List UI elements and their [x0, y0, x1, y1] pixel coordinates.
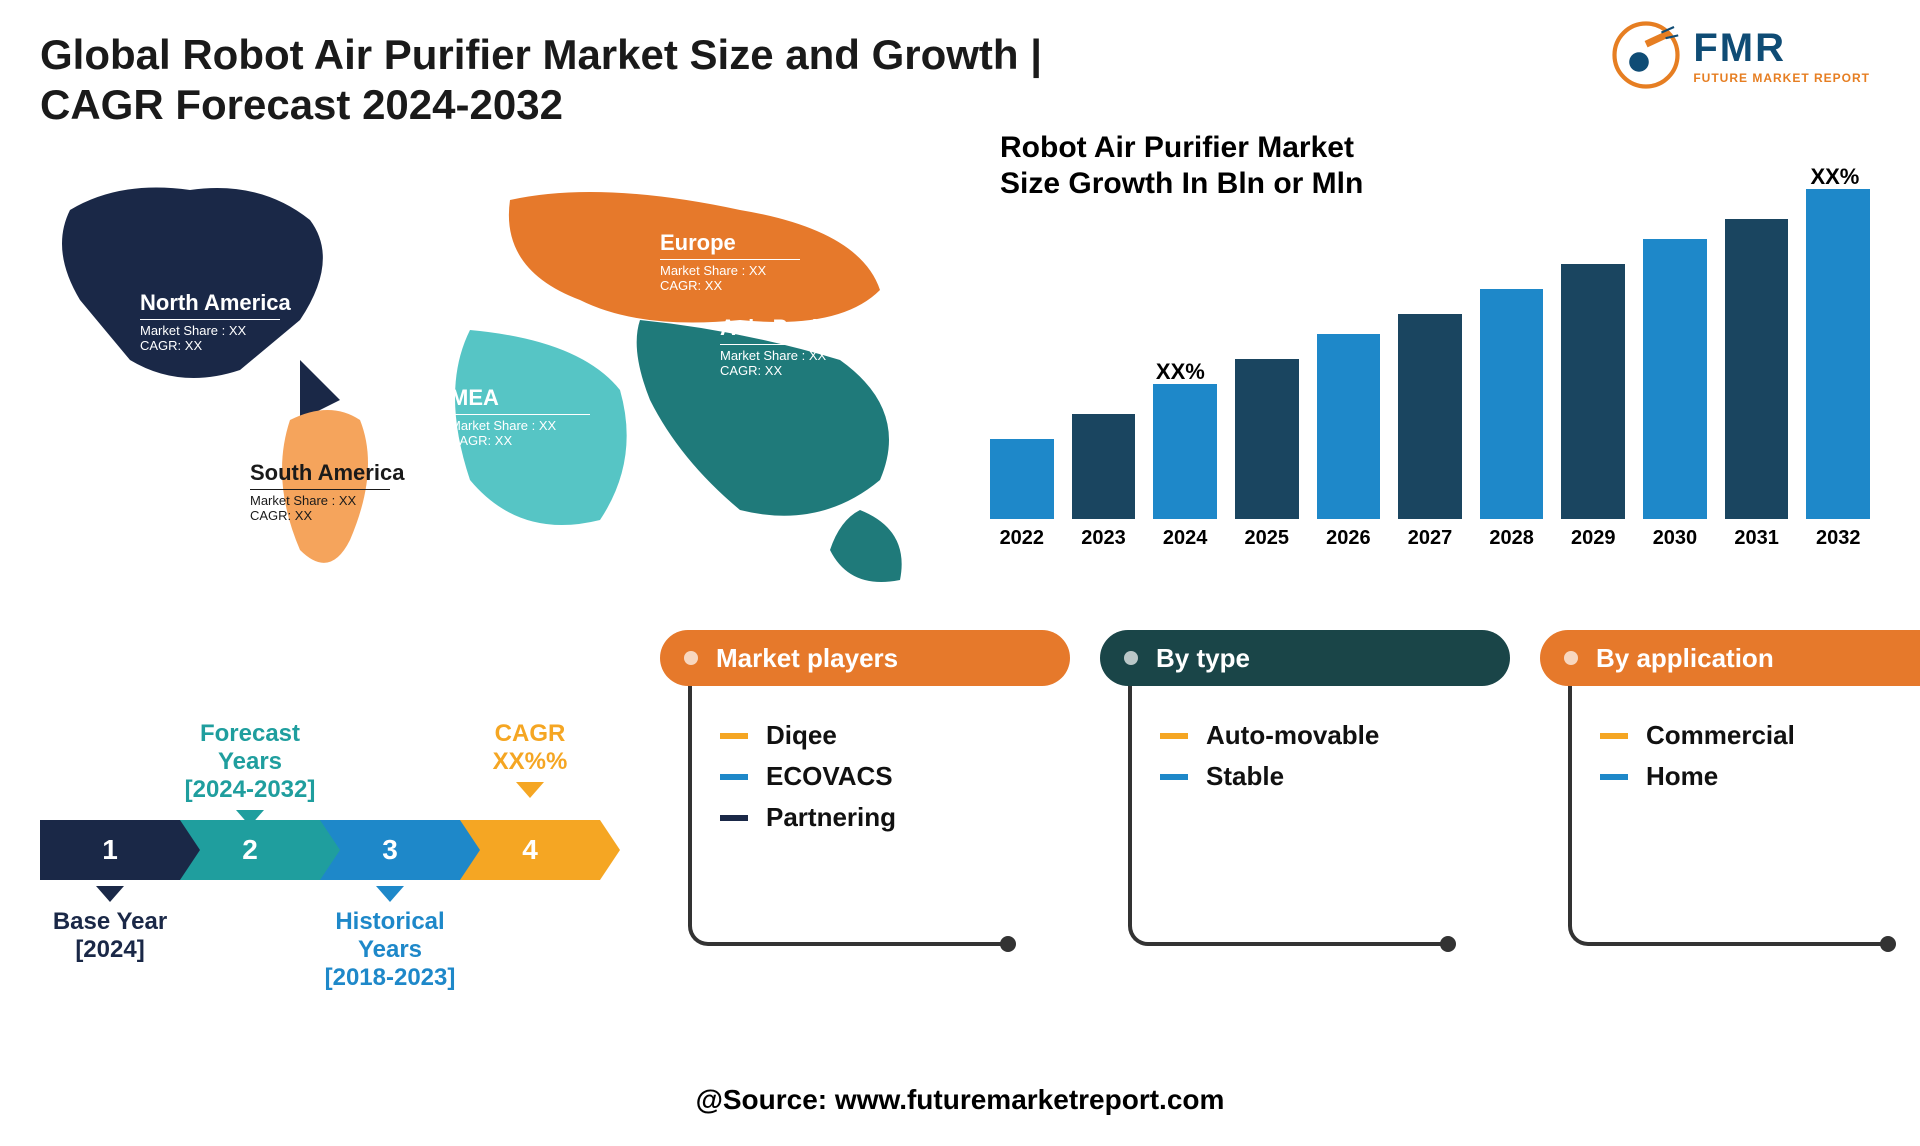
bar-2032: 2032	[1806, 189, 1870, 550]
chart-annotation: XX%	[1810, 164, 1859, 190]
telescope-icon	[1611, 20, 1681, 90]
timeline-seg-1: 1	[40, 820, 180, 880]
bar-2024: 2024	[1153, 384, 1217, 550]
logo-text-sub: FUTURE MARKET REPORT	[1693, 71, 1870, 85]
bar-2025: 2025	[1235, 359, 1299, 550]
pill-items: Auto-movable Stable	[1160, 720, 1379, 802]
pill-items: Diqee ECOVACS Partnering	[720, 720, 896, 843]
pill-item: Home	[1600, 761, 1795, 792]
bar-2023: 2023	[1072, 414, 1136, 550]
pill-section-1: By typeAuto-movableStable	[1100, 630, 1510, 686]
logo-text-fmr: FMR	[1693, 26, 1870, 71]
bar-2026: 2026	[1317, 334, 1381, 550]
pill-item: Commercial	[1600, 720, 1795, 751]
pill-item: ECOVACS	[720, 761, 896, 792]
region-label-na: North AmericaMarket Share : XXCAGR: XX	[140, 290, 291, 353]
chart-annotation: XX%	[1156, 359, 1205, 385]
pill-item: Partnering	[720, 802, 896, 833]
pill-header: By type	[1100, 630, 1510, 686]
growth-bar-chart: Robot Air Purifier Market Size Growth In…	[980, 130, 1880, 590]
region-label-ap: Asia PacificMarket Share : XXCAGR: XX	[720, 315, 860, 378]
source-attribution: @Source: www.futuremarketreport.com	[0, 1084, 1920, 1116]
pill-item: Stable	[1160, 761, 1379, 792]
pill-item: Auto-movable	[1160, 720, 1379, 751]
fmr-logo: FMR FUTURE MARKET REPORT	[1611, 20, 1870, 90]
bar-2031: 2031	[1725, 219, 1789, 550]
timeline: Forecast Years[2024-2032] CAGRXX%% 1234 B…	[40, 720, 600, 1000]
bar-2022: 2022	[990, 439, 1054, 550]
timeline-seg-2: 2	[180, 820, 320, 880]
region-label-mea: MEAMarket Share : XXCAGR: XX	[450, 385, 590, 448]
bar-2030: 2030	[1643, 239, 1707, 550]
pill-header: By application	[1540, 630, 1920, 686]
page-title: Global Robot Air Purifier Market Size an…	[40, 30, 1140, 131]
timeline-label-2: Forecast Years[2024-2032]	[180, 720, 320, 832]
pill-header: Market players	[660, 630, 1070, 686]
region-label-sa: South AmericaMarket Share : XXCAGR: XX	[250, 460, 404, 523]
world-map: North AmericaMarket Share : XXCAGR: XX So…	[40, 160, 940, 590]
pill-section-0: Market playersDiqeeECOVACSPartnering	[660, 630, 1070, 686]
timeline-seg-3: 3	[320, 820, 460, 880]
pill-items: Commercial Home	[1600, 720, 1795, 802]
timeline-label-4: CAGRXX%%	[460, 720, 600, 804]
pill-item: Diqee	[720, 720, 896, 751]
bar-2027: 2027	[1398, 314, 1462, 550]
timeline-label-1: Base Year[2024]	[40, 880, 180, 964]
region-label-eu: EuropeMarket Share : XXCAGR: XX	[660, 230, 800, 293]
pill-section-2: By applicationCommercialHome	[1540, 630, 1920, 686]
bar-2029: 2029	[1561, 264, 1625, 550]
bar-2028: 2028	[1480, 289, 1544, 550]
timeline-seg-4: 4	[460, 820, 600, 880]
chart-title: Robot Air Purifier Market Size Growth In…	[1000, 130, 1380, 202]
timeline-label-3: Historical Years[2018-2023]	[320, 880, 460, 992]
